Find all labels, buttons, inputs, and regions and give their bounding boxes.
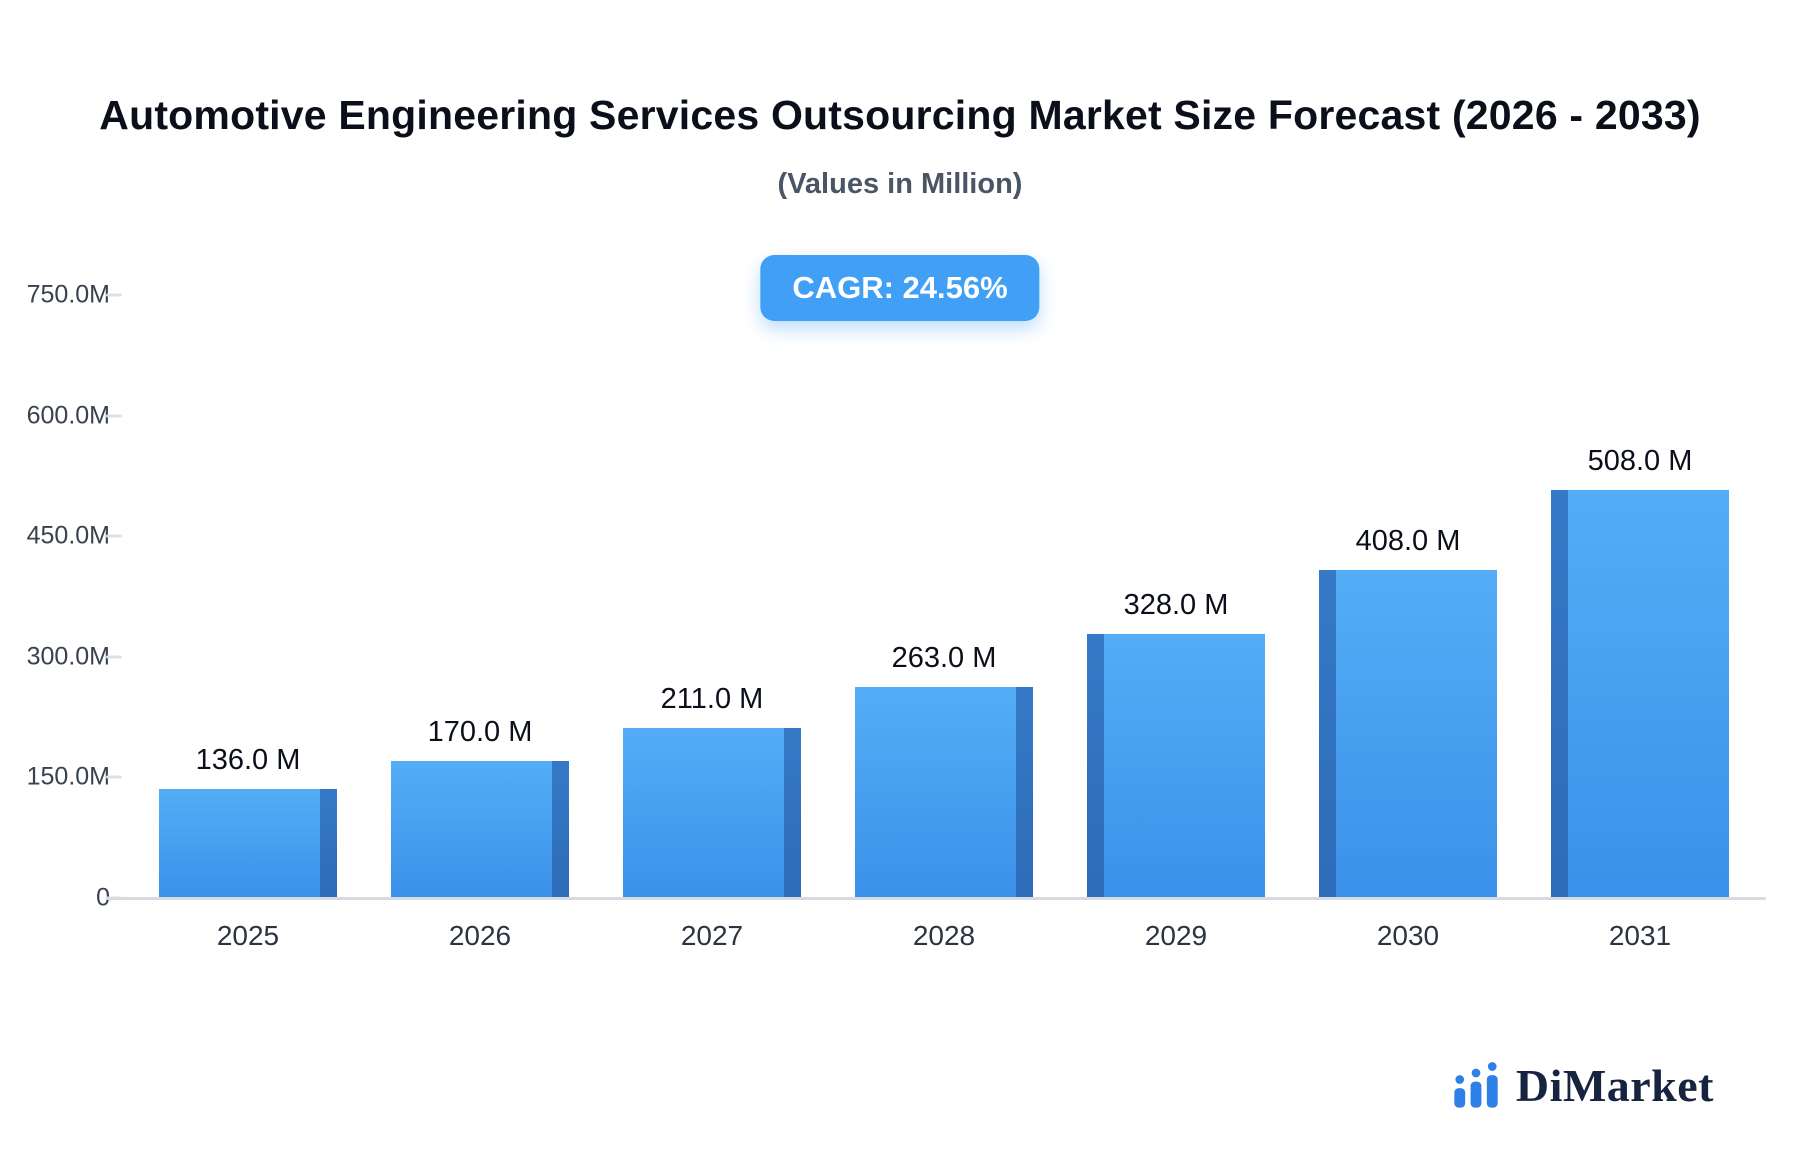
chart-subtitle: (Values in Million): [777, 168, 1023, 200]
bar-2028[interactable]: [854, 686, 1034, 899]
bar-value-label: 328.0 M: [1123, 589, 1229, 622]
bars-container: 136.0 M 170.0 M 211.0 M 263.0 M 328.0 M 408.0…: [132, 295, 1756, 899]
y-axis-tick-label: 750.0M: [26, 280, 110, 309]
bar-value-label: 136.0 M: [195, 743, 301, 776]
bar-2029[interactable]: [1086, 634, 1266, 898]
bar-2026[interactable]: [390, 761, 570, 898]
x-axis-label: 2030: [1376, 920, 1440, 951]
bar-value-label: 263.0 M: [891, 641, 997, 674]
bar-slot: 136.0 M: [132, 295, 364, 899]
y-axis-tick-label: 450.0M: [26, 521, 110, 550]
bar-slot: 508.0 M: [1524, 295, 1756, 899]
x-axis-label: 2026: [448, 920, 512, 951]
y-axis-tick-mark: [106, 534, 122, 538]
y-axis-tick-label: 150.0M: [26, 762, 110, 791]
dimarket-logo-text: DiMarket: [1515, 1060, 1714, 1111]
x-axis-labels: 2025 2026 2027 2028 2029 2030 2031: [132, 898, 1756, 952]
bar-2031[interactable]: [1550, 489, 1730, 899]
chart-title: Automotive Engineering Services Outsourc…: [99, 92, 1701, 138]
bar-value-label: 211.0 M: [660, 683, 764, 716]
y-axis-tick-label: 0: [96, 883, 110, 912]
bar-slot: 408.0 M: [1292, 295, 1524, 899]
x-axis-line: [106, 897, 1766, 900]
bar-2025[interactable]: [158, 788, 338, 899]
x-axis-label: 2028: [912, 920, 976, 951]
x-axis-label: 2027: [680, 920, 744, 951]
bar-slot: 211.0 M: [596, 295, 828, 898]
x-axis-label: 2029: [1144, 920, 1208, 951]
y-axis-tick-mark: [106, 655, 122, 659]
y-axis-tick-mark: [106, 414, 122, 418]
y-axis-tick-mark: [106, 775, 122, 779]
x-axis-label: 2031: [1608, 920, 1672, 951]
bar-value-label: 508.0 M: [1587, 444, 1693, 477]
bar-slot: 170.0 M: [364, 295, 596, 898]
bar-slot: 328.0 M: [1060, 295, 1292, 898]
bar-slot: 263.0 M: [828, 295, 1060, 899]
bar-value-label: 408.0 M: [1355, 524, 1461, 557]
y-axis-tick-mark: [106, 293, 122, 297]
y-axis-tick-label: 600.0M: [26, 401, 110, 430]
bar-2027[interactable]: [622, 728, 802, 898]
x-axis-label: 2025: [216, 920, 280, 951]
dimarket-logo: DiMarket: [1450, 1059, 1714, 1112]
dimarket-logo-icon: [1454, 1061, 1498, 1108]
y-axis-tick-label: 300.0M: [26, 642, 110, 671]
bar-value-label: 170.0 M: [427, 716, 533, 749]
bar-2030[interactable]: [1318, 569, 1498, 899]
cagr-badge: CAGR: 24.56%: [760, 255, 1040, 321]
